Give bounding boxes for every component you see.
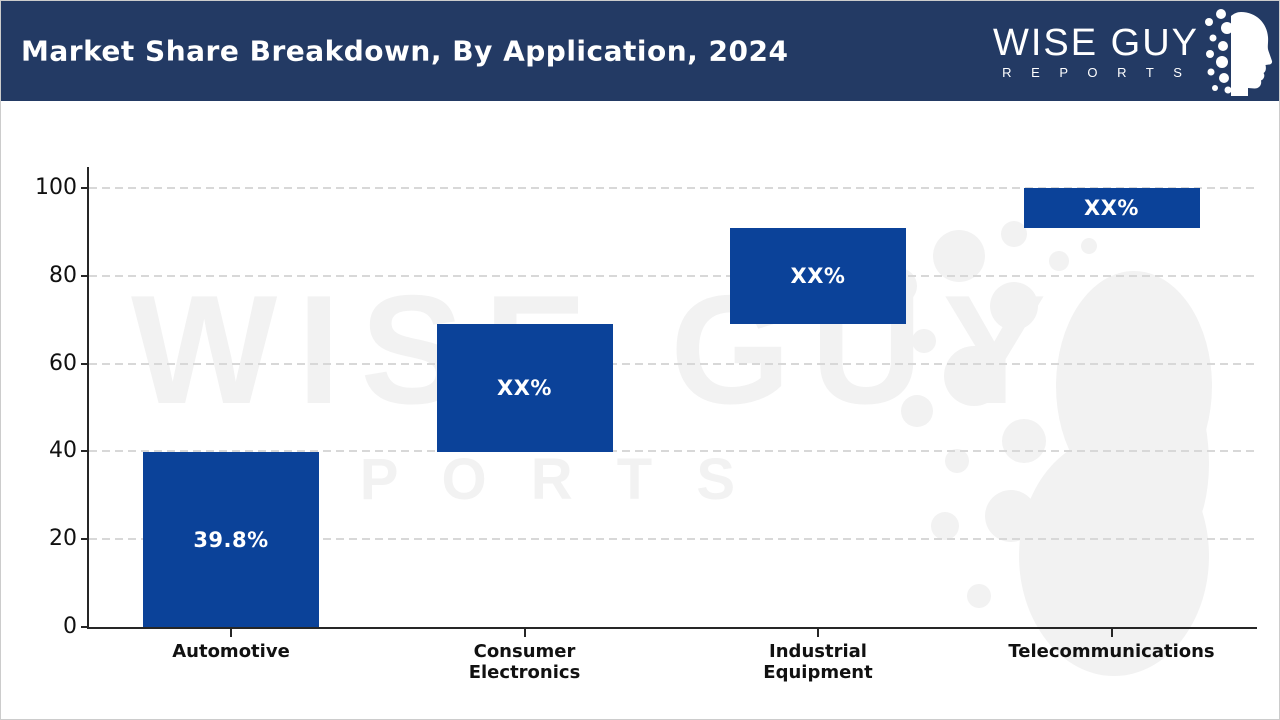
logo-subtext: R E P O R T S [1002, 64, 1190, 80]
x-axis-label: Telecommunications [1008, 641, 1215, 662]
bar-industrial-equipment: XX% [730, 227, 906, 324]
bar-value-label: XX% [497, 375, 552, 400]
chart-area: WISE GUY R E P O R T S 0 20 40 60 80 100 39.8%… [1, 101, 1279, 719]
y-tick-40 [81, 450, 89, 453]
page-title: Market Share Breakdown, By Application, … [21, 34, 789, 68]
x-axis-label: Consumer Electronics [468, 641, 581, 683]
y-axis [87, 167, 89, 629]
x-tick-0 [230, 629, 232, 637]
gridline-40 [89, 450, 1254, 453]
bar-value-label: XX% [1084, 195, 1139, 220]
bar-telecommunications: XX% [1023, 188, 1200, 228]
y-tick-0 [81, 626, 89, 628]
gridline-80 [89, 274, 1254, 277]
y-tick-label: 20 [49, 526, 77, 552]
y-tick-20 [81, 538, 89, 541]
bar-consumer-electronics: XX% [436, 323, 613, 453]
x-tick-1 [523, 629, 526, 637]
y-tick-label: 100 [35, 175, 77, 200]
x-axis-label: Industrial Equipment [763, 641, 873, 683]
plot: 0 20 40 60 80 100 39.8% Automotive XX% Consumer El… [1, 101, 1279, 719]
y-tick-label: 40 [49, 438, 77, 464]
y-tick-label: 80 [49, 262, 77, 288]
gridline-100 [89, 187, 1254, 189]
bar-value-label: 39.8% [193, 527, 269, 552]
wise-guy-face-icon [1205, 9, 1273, 96]
x-tick-2 [817, 629, 819, 637]
y-tick-label: 0 [63, 614, 77, 639]
header: Market Share Breakdown, By Application, … [1, 1, 1279, 101]
x-axis-label: Automotive [172, 641, 290, 662]
x-tick-3 [1110, 629, 1113, 637]
logo-wordmark: WISE GUY [992, 21, 1199, 64]
y-tick-100 [81, 187, 89, 189]
logo-text-block: WISE GUY R E P O R T S [993, 23, 1199, 80]
bar-automotive: 39.8% [143, 452, 319, 627]
gridline-20 [89, 538, 1254, 541]
wise-guy-logo: WISE GUY R E P O R T S [993, 5, 1273, 97]
bar-value-label: XX% [790, 263, 846, 288]
y-tick-60 [81, 362, 89, 365]
gridline-60 [89, 362, 1254, 365]
y-tick-80 [81, 274, 89, 277]
y-tick-label: 60 [49, 350, 77, 376]
x-axis [87, 627, 1257, 629]
